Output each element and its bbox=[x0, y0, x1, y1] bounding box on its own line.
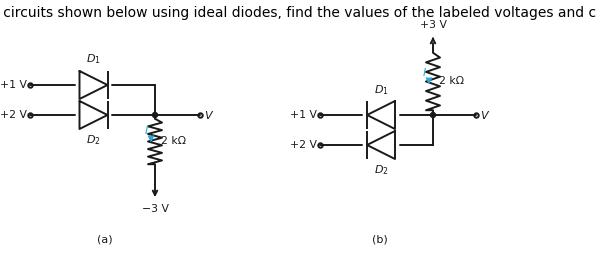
Text: (a): (a) bbox=[97, 235, 113, 245]
Text: $V$: $V$ bbox=[480, 109, 491, 121]
Text: $I$: $I$ bbox=[144, 124, 149, 135]
Text: (b): (b) bbox=[372, 235, 388, 245]
Circle shape bbox=[153, 113, 157, 118]
Circle shape bbox=[430, 113, 436, 118]
Text: For the circuits shown below using ideal diodes, find the values of the labeled : For the circuits shown below using ideal… bbox=[0, 6, 596, 20]
Text: $D_1$: $D_1$ bbox=[86, 52, 101, 66]
Text: $D_2$: $D_2$ bbox=[374, 163, 389, 177]
Text: 2 kΩ: 2 kΩ bbox=[439, 77, 464, 87]
Text: +1 V: +1 V bbox=[290, 110, 317, 120]
Text: $V$: $V$ bbox=[204, 109, 215, 121]
Text: $D_2$: $D_2$ bbox=[86, 133, 101, 147]
Text: +2 V: +2 V bbox=[290, 140, 317, 150]
Text: $D_1$: $D_1$ bbox=[374, 83, 389, 97]
Text: +3 V: +3 V bbox=[420, 20, 446, 30]
Text: 2 kΩ: 2 kΩ bbox=[161, 136, 186, 146]
Text: +1 V: +1 V bbox=[0, 80, 27, 90]
Text: −3 V: −3 V bbox=[141, 204, 169, 214]
Text: +2 V: +2 V bbox=[0, 110, 27, 120]
Text: $I$: $I$ bbox=[422, 65, 427, 78]
